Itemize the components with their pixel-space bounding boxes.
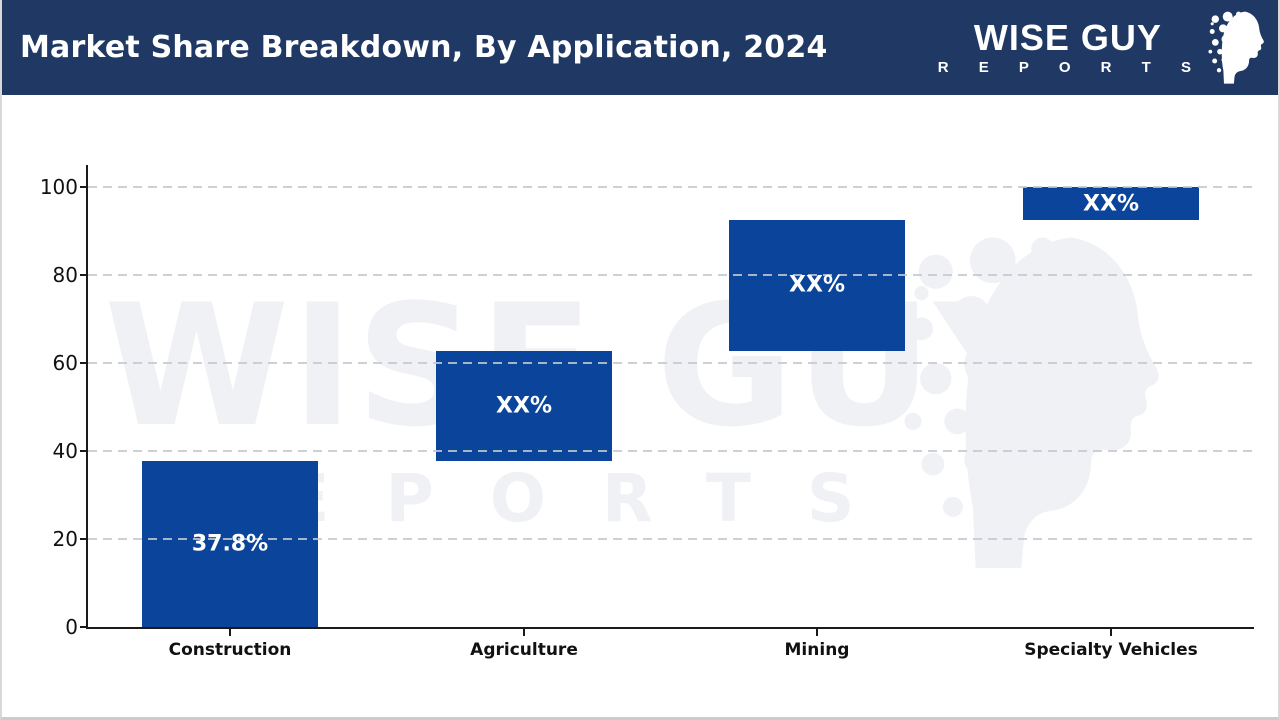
y-tick-mark-100: [80, 186, 88, 188]
y-tick-label-80: 80: [52, 263, 78, 287]
bar-value-label: 37.8%: [191, 531, 269, 557]
y-tick-mark-80: [80, 274, 88, 276]
wise-guy-face-icon: [1208, 11, 1264, 84]
x-tick-label-2: Agriculture: [470, 640, 578, 660]
x-tick-mark-3: [816, 629, 818, 636]
y-tick-mark-0: [80, 626, 88, 628]
header-bar: Market Share Breakdown, By Application, …: [0, 0, 1280, 95]
y-axis-line: [86, 165, 88, 629]
y-tick-label-20: 20: [52, 527, 78, 551]
gridline-60: [88, 362, 1254, 364]
gridline-40: [88, 450, 1254, 452]
y-tick-label-100: 100: [39, 175, 78, 199]
x-tick-mark-2: [523, 629, 525, 636]
watermark-face-icon: [904, 237, 1159, 569]
brand-logo-text: WISE GUY R E P O R T S: [932, 18, 1204, 77]
y-tick-label-40: 40: [52, 439, 78, 463]
bar-mining: [729, 220, 905, 351]
gridline-20: [88, 538, 1254, 540]
x-tick-label-4: Specialty Vehicles: [1024, 640, 1198, 660]
x-tick-mark-1: [229, 629, 231, 636]
bar-specialty-vehicles: [1023, 187, 1199, 220]
y-tick-label-60: 60: [52, 351, 78, 375]
bar-agriculture: [436, 350, 612, 461]
x-tick-mark-4: [1110, 629, 1112, 636]
brand-logo: WISE GUY R E P O R T S: [932, 8, 1268, 86]
gridline-100: [88, 186, 1254, 188]
bar-value-label: XX%: [789, 272, 845, 298]
x-axis-line: [86, 627, 1254, 629]
y-tick-mark-60: [80, 362, 88, 364]
bar-value-label: XX%: [1083, 191, 1139, 216]
y-tick-mark-20: [80, 538, 88, 540]
gridline-80: [88, 274, 1254, 276]
brand-name: WISE GUY: [973, 16, 1162, 58]
bar-value-label: XX%: [496, 393, 552, 419]
brand-subname: R E P O R T S: [937, 59, 1204, 77]
y-tick-label-0: 0: [65, 615, 78, 639]
page-title: Market Share Breakdown, By Application, …: [20, 30, 828, 65]
y-tick-mark-40: [80, 450, 88, 452]
x-tick-label-3: Mining: [784, 640, 850, 660]
bar-construction: [142, 460, 318, 627]
x-tick-label-1: Construction: [168, 640, 292, 660]
